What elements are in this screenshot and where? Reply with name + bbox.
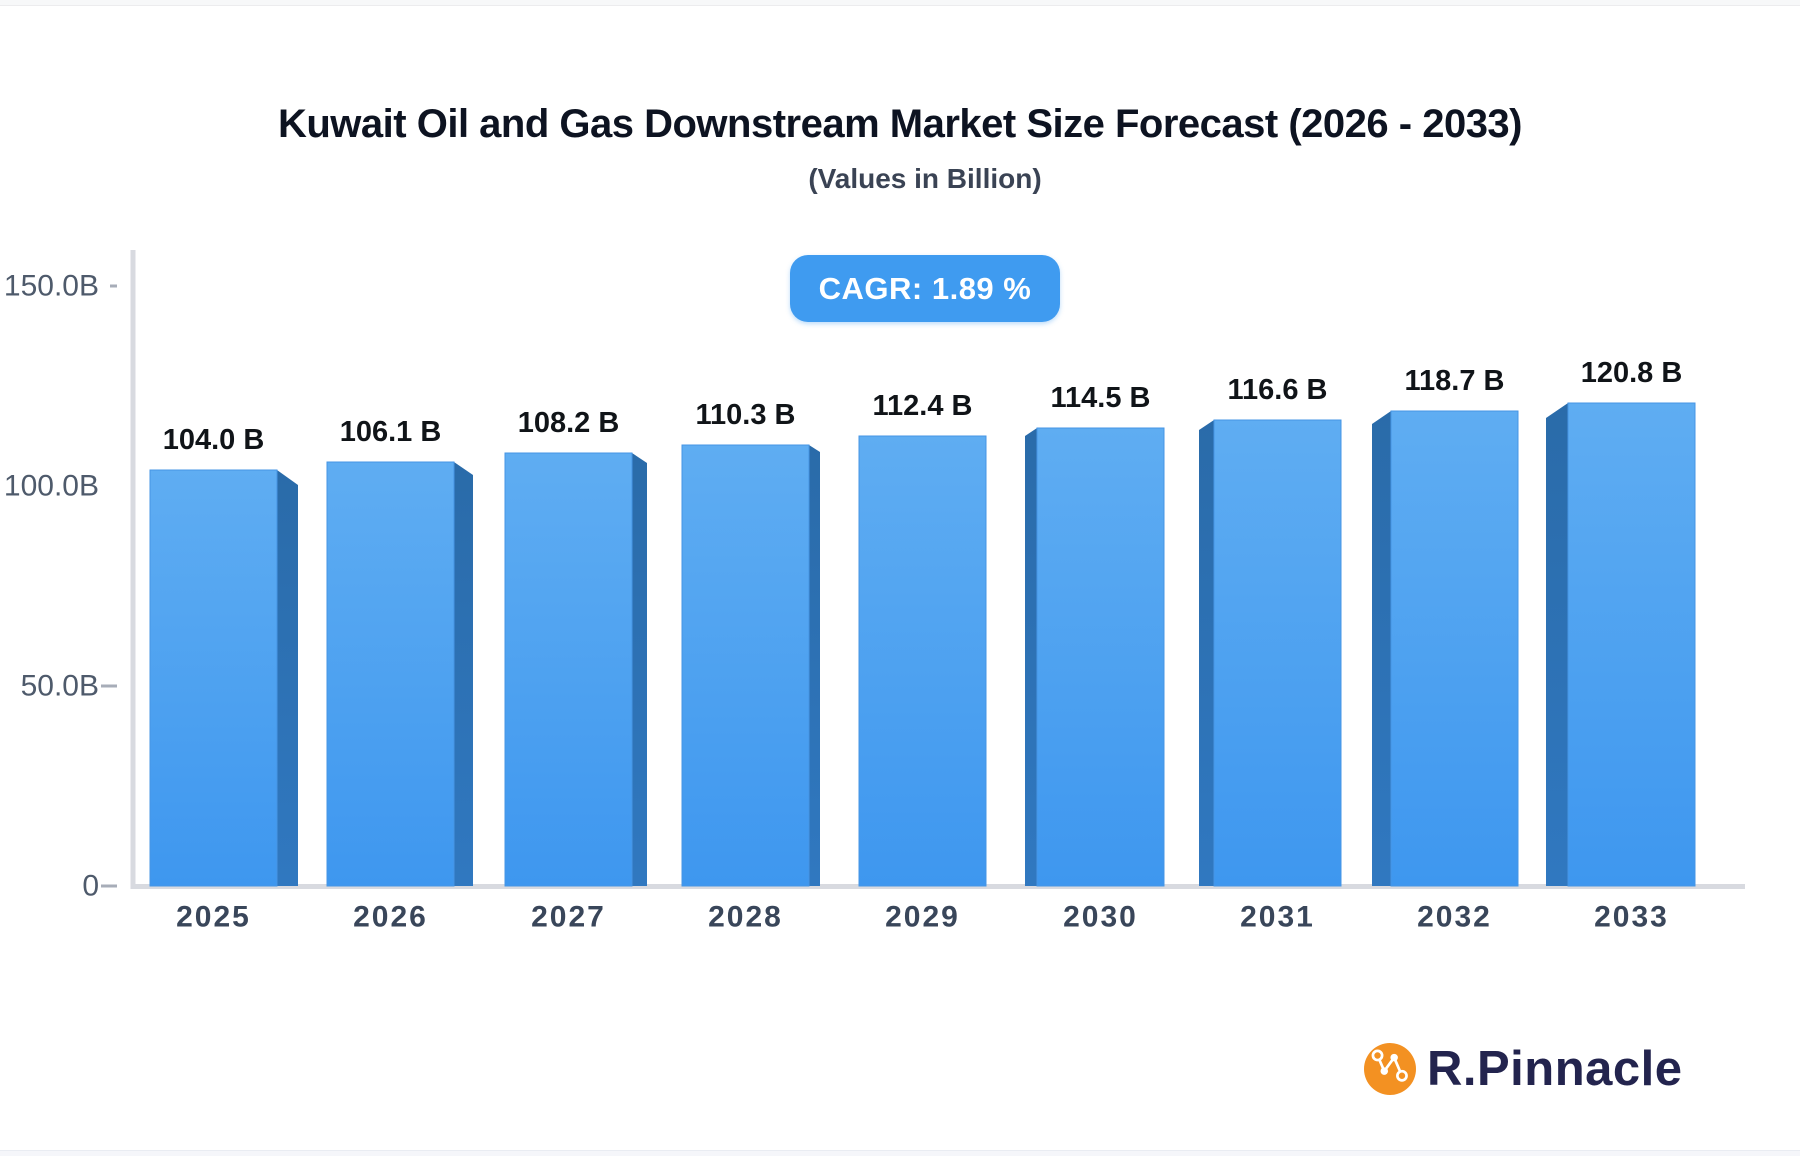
bar-2028: 110.3 B 2028 [681, 399, 820, 934]
x-axis-label-2031: 2031 [1240, 901, 1315, 934]
y-axis-label-50.0B: 50.0B [21, 670, 99, 703]
x-axis-label-2027: 2027 [531, 901, 606, 934]
cagr-badge-label: CAGR: 1.89 % [818, 270, 1032, 306]
network-zigzag-icon [1364, 1043, 1416, 1095]
bar-value-label: 108.2 B [518, 407, 620, 439]
bar-value-label: 112.4 B [873, 390, 973, 422]
bar-face [1036, 427, 1165, 887]
bar-side-panel [809, 445, 820, 886]
bar-face [681, 444, 810, 887]
bar-2033: 120.8 B 2033 [1546, 357, 1696, 934]
bar-2027: 108.2 B 2027 [504, 407, 647, 934]
bar-value-label: 106.1 B [340, 416, 442, 448]
bar-2026: 106.1 B 2026 [326, 416, 473, 934]
x-axis-label-2026: 2026 [353, 901, 428, 934]
bar-side-panel [1546, 403, 1568, 886]
bar-side-panel [277, 470, 298, 886]
bar-side-panel [1025, 428, 1037, 886]
x-axis-label-2032: 2032 [1417, 901, 1492, 934]
bar-2025: 104.0 B 2025 [149, 424, 298, 934]
y-axis-label-100.0B: 100.0B [4, 470, 99, 503]
bar-2032: 118.7 B 2032 [1372, 365, 1519, 934]
bar-2029: 112.4 B 2029 [858, 390, 987, 934]
bar-2030: 114.5 B 2030 [1025, 382, 1165, 934]
cagr-badge: CAGR: 1.89 % [790, 255, 1060, 322]
bar-face [504, 452, 633, 887]
chart-title: Kuwait Oil and Gas Downstream Market Siz… [277, 102, 1523, 146]
bar-face [858, 435, 987, 887]
bar-face [1390, 410, 1519, 887]
bar-face [326, 461, 455, 887]
bar-value-label: 116.6 B [1228, 374, 1328, 406]
bar-side-panel [632, 453, 647, 886]
bar-face [1567, 402, 1696, 887]
chart-subtitle: (Values in Billion) [808, 163, 1042, 194]
x-axis-label-2030: 2030 [1063, 901, 1138, 934]
x-axis-label-2025: 2025 [176, 901, 251, 934]
bar-value-label: 104.0 B [163, 424, 265, 456]
bar-face [1213, 419, 1342, 887]
brand-logo-text: R.Pinnacle [1427, 1042, 1683, 1096]
bar-side-panel [454, 462, 473, 886]
bar-value-label: 114.5 B [1051, 382, 1151, 414]
window-top-edge [0, 0, 1800, 6]
bar-value-label: 118.7 B [1405, 365, 1505, 397]
x-axis-label-2028: 2028 [708, 901, 783, 934]
y-axis-label-150.0B: 150.0B [4, 270, 99, 303]
bar-value-label: 110.3 B [696, 399, 796, 431]
bar-face [149, 469, 278, 887]
brand-logo: R.Pinnacle [1364, 1042, 1683, 1096]
y-axis-label-0: 0 [82, 870, 99, 903]
bar-side-panel [1199, 420, 1214, 886]
x-axis-label-2033: 2033 [1594, 901, 1669, 934]
bar-side-panel [1372, 411, 1391, 886]
bar-2031: 116.6 B 2031 [1199, 374, 1342, 934]
x-axis-label-2029: 2029 [885, 901, 960, 934]
window-bottom-edge [0, 1150, 1800, 1156]
bar-value-label: 120.8 B [1581, 357, 1683, 389]
